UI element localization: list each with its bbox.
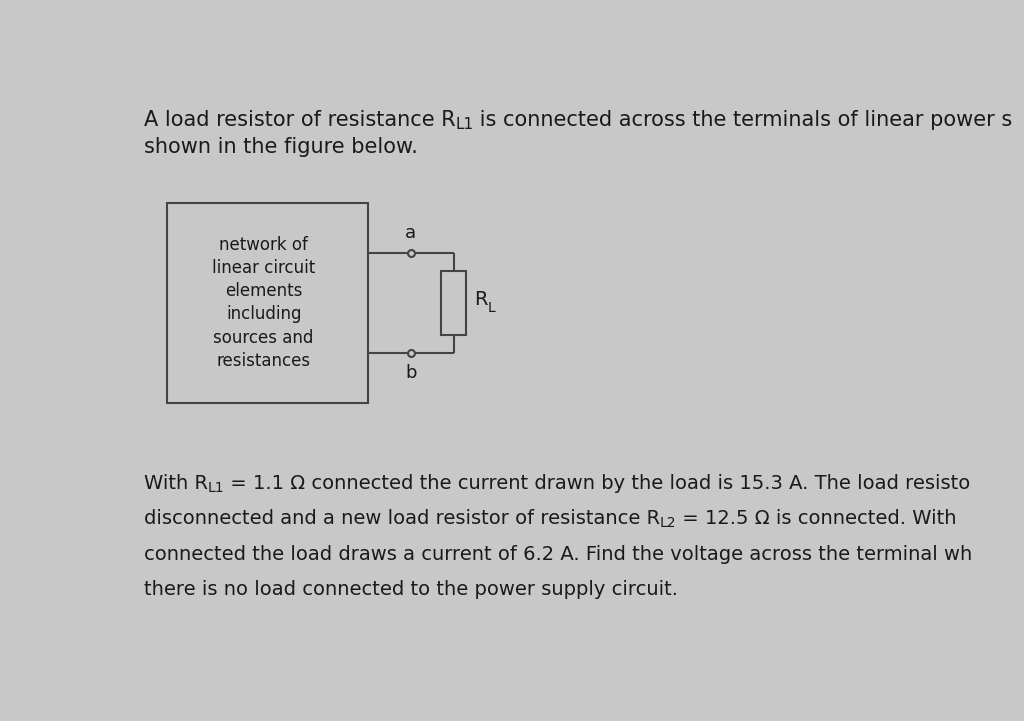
Text: L1: L1	[455, 118, 473, 133]
Text: including: including	[226, 306, 301, 324]
Text: L2: L2	[659, 516, 676, 530]
Text: disconnected and a new load resistor of resistance R: disconnected and a new load resistor of …	[143, 509, 659, 528]
Bar	[441, 270, 466, 335]
Text: = 12.5 Ω is connected. With: = 12.5 Ω is connected. With	[676, 509, 963, 528]
Text: connected the load draws a current of 6.2 A. Find the voltage across the termina: connected the load draws a current of 6.…	[143, 544, 972, 564]
Text: resistances: resistances	[216, 352, 310, 370]
Text: L1: L1	[208, 481, 224, 495]
Text: With R: With R	[143, 474, 208, 493]
Text: b: b	[406, 363, 417, 381]
Text: network of: network of	[219, 236, 308, 254]
Text: sources and: sources and	[213, 329, 313, 347]
Text: elements: elements	[225, 283, 302, 301]
Text: is connected across the terminals of linear power s: is connected across the terminals of lin…	[473, 110, 1013, 131]
Text: L: L	[487, 301, 496, 314]
Text: a: a	[406, 224, 417, 242]
Text: A load resistor of resistance R: A load resistor of resistance R	[143, 110, 455, 131]
Text: shown in the figure below.: shown in the figure below.	[143, 137, 418, 157]
Text: there is no load connected to the power supply circuit.: there is no load connected to the power …	[143, 580, 678, 599]
Bar	[167, 203, 369, 403]
Text: R: R	[474, 290, 487, 309]
Text: linear circuit: linear circuit	[212, 260, 315, 278]
Text: = 1.1 Ω connected the current drawn by the load is 15.3 A. The load resisto: = 1.1 Ω connected the current drawn by t…	[224, 474, 971, 493]
